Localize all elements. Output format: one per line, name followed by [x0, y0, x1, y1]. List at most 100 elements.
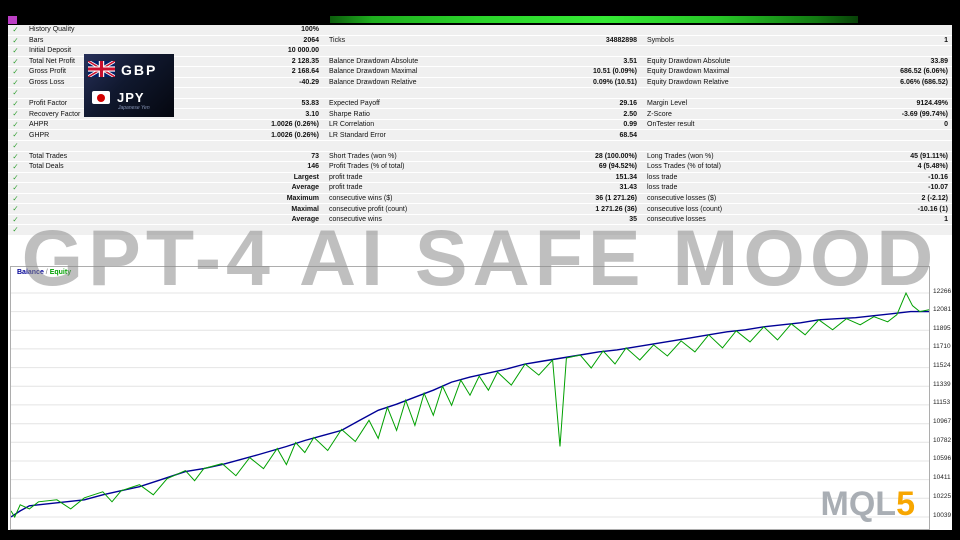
- report-cell: Short Trades (won %) 28 (100.00%): [323, 152, 641, 162]
- metric-label: Ticks: [329, 36, 346, 44]
- metric-value: Average: [291, 184, 319, 192]
- metric-value: 2 168.64: [291, 68, 319, 76]
- chart-canvas: [11, 291, 929, 519]
- check-icon: ✓: [12, 98, 19, 108]
- metric-label: consecutive losses ($): [647, 195, 717, 203]
- metric-value: 1 271.26 (36): [595, 205, 637, 213]
- report-cell: profit trade 151.34: [323, 173, 641, 183]
- metric-label: Equity Drawdown Relative: [647, 79, 729, 86]
- metric-value: -10.07: [928, 184, 948, 192]
- report-row: ✓ GHPR 1.0026 (0.26%) LR Standard Error 68.5…: [8, 130, 952, 142]
- base-currency-label: GBP: [121, 62, 158, 78]
- report-cell: Bars 2064: [23, 36, 323, 46]
- report-row: ✓: [8, 141, 952, 152]
- metric-value: Largest: [293, 173, 319, 181]
- currency-pair-badge: GBP JPY Japanese Yen: [84, 54, 174, 117]
- report-cell: Maximum: [23, 194, 323, 204]
- metric-value: 10.51 (0.09%): [593, 68, 637, 76]
- report-row: ✓ Initial Deposit 10 000.00: [8, 46, 952, 57]
- metric-label: Equity Drawdown Absolute: [647, 57, 731, 65]
- report-cell: OnTester result 0: [641, 120, 952, 130]
- y-axis-label: 12266: [933, 287, 952, 295]
- report-row: ✓ Profit Factor 53.83 Expected Payoff 29.16 M…: [8, 98, 952, 110]
- chart-plot-area: Balance / Equity MQL5: [10, 266, 930, 530]
- report-cell: [641, 225, 952, 235]
- legend-separator: /: [43, 269, 50, 276]
- magenta-accent: [8, 16, 17, 24]
- quote-currency-label: JPY: [117, 90, 145, 105]
- top-strip: [8, 14, 952, 25]
- report-cell: Average: [23, 183, 323, 193]
- report-row: ✓ Gross Loss -40.29 Balance Drawdown Relati…: [8, 77, 952, 89]
- metric-value: -3.69 (99.74%): [901, 110, 948, 118]
- y-axis-label: 11153: [933, 399, 951, 407]
- metric-value: 0.09% (10.51): [593, 79, 637, 86]
- report-row: ✓ AHPR 1.0026 (0.26%) LR Correlation 0.99 OnT…: [8, 119, 952, 131]
- report-cell: Balance Drawdown Maximal 10.51 (0.09%): [323, 67, 641, 77]
- metric-label: Sharpe Ratio: [329, 110, 370, 118]
- report-row: ✓ Total Trades 73 Short Trades (won %) 28 (1…: [8, 151, 952, 163]
- check-icon: ✓: [12, 56, 19, 66]
- metric-label: Z-Score: [647, 110, 672, 118]
- report-row: ✓ Average consecutive wins 35 consecutive lo…: [8, 214, 952, 226]
- metric-value: 34882898: [605, 36, 637, 44]
- metric-value: 151.34: [615, 173, 637, 181]
- metric-value: -10.16: [928, 173, 948, 181]
- y-axis-label: 11710: [933, 343, 951, 351]
- report-cell: consecutive wins ($) 36 (1 271.26): [323, 194, 641, 204]
- metric-label: Gross Profit: [29, 68, 66, 76]
- report-cell: consecutive loss (count) -10.16 (1): [641, 204, 952, 214]
- report-row: ✓ Bars 2064 Ticks 34882898 Symbols 1: [8, 35, 952, 47]
- check-icon: ✓: [12, 35, 19, 45]
- report-cell: Expected Payoff 29.16: [323, 99, 641, 109]
- metric-label: Balance Drawdown Relative: [329, 79, 417, 86]
- metric-value: 0.99: [623, 121, 637, 129]
- legend-equity: Equity: [49, 269, 72, 276]
- report-cell: [641, 88, 952, 98]
- report-cell: LR Correlation 0.99: [323, 120, 641, 130]
- metric-value: Average: [291, 216, 319, 224]
- report-cell: loss trade -10.07: [641, 183, 952, 193]
- y-axis-label: 11895: [933, 324, 951, 332]
- metric-value: 9124.49%: [916, 100, 948, 108]
- metric-value: 2.50: [623, 110, 637, 118]
- report-cell: [323, 141, 641, 151]
- report-cell: Ticks 34882898: [323, 36, 641, 46]
- metric-value: Maximal: [291, 205, 319, 213]
- japan-flag-icon: [92, 91, 110, 104]
- report-cell: [323, 46, 641, 56]
- metric-label: consecutive loss (count): [647, 205, 723, 213]
- report-cell: Equity Drawdown Maximal 686.52 (6.06%): [641, 67, 952, 77]
- metric-value: 0: [944, 121, 948, 129]
- metric-label: Total Net Profit: [29, 57, 75, 65]
- metric-label: Symbols: [647, 36, 674, 44]
- report-row: ✓ Total Net Profit 2 128.35 Balance Drawdow…: [8, 56, 952, 68]
- balance-equity-chart: Balance / Equity MQL5 12266 12081 11895 117…: [10, 266, 952, 530]
- report-content: ✓ History Quality 100% ✓ Bars 2064 Ticks 348828…: [8, 14, 952, 530]
- check-icon: ✓: [12, 151, 19, 161]
- report-row: ✓ Maximal consecutive profit (count) 1 271.…: [8, 204, 952, 215]
- report-cell: Gross Loss -40.29: [23, 78, 323, 88]
- metric-value: 28 (100.00%): [594, 152, 637, 160]
- metric-label: Margin Level: [647, 100, 688, 108]
- report-cell: Total Deals 146: [23, 162, 323, 172]
- mql5-logo-text: MQL: [820, 485, 897, 523]
- metric-label: Expected Payoff: [329, 100, 380, 108]
- report-cell: Equity Drawdown Absolute 33.89: [641, 57, 952, 67]
- report-cell: Balance Drawdown Absolute 3.51: [323, 57, 641, 67]
- quality-progress-bar: [330, 16, 858, 23]
- report-cell: History Quality 100%: [23, 25, 323, 35]
- report-cell: Equity Drawdown Relative 6.06% (686.52): [641, 78, 952, 88]
- report-row: ✓ Maximum consecutive wins ($) 36 (1 271.26…: [8, 193, 952, 205]
- report-cell: [641, 25, 952, 35]
- check-icon: ✓: [12, 109, 19, 119]
- check-icon: ✓: [12, 225, 19, 235]
- report-row: ✓ Gross Profit 2 168.64 Balance Drawdown Ma…: [8, 67, 952, 78]
- check-icon: ✓: [12, 25, 19, 35]
- metric-label: Total Deals: [29, 163, 64, 171]
- metric-label: Recovery Factor: [29, 110, 81, 118]
- metric-label: Short Trades (won %): [329, 152, 397, 160]
- report-cell: consecutive losses ($) 2 (-2.12): [641, 194, 952, 204]
- metric-value: 68.54: [619, 131, 637, 139]
